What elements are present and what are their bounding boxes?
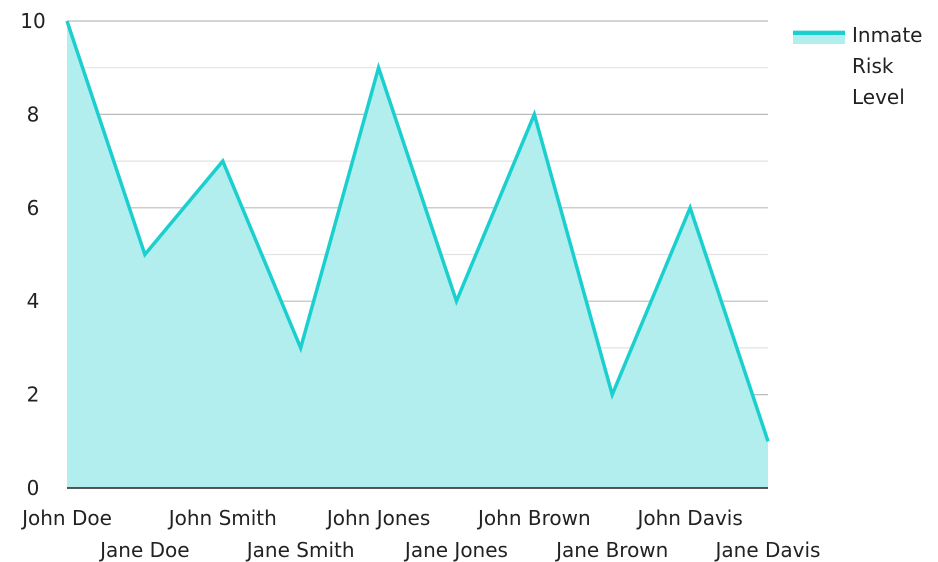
y-tick-label: 6 bbox=[27, 196, 40, 220]
x-tick-label: John Smith bbox=[167, 506, 277, 530]
x-axis-ticks: John Doe Jane Doe John Smith Jane Smith John… bbox=[20, 506, 820, 562]
x-tick-label: Jane Davis bbox=[714, 538, 821, 562]
x-tick-label: John Doe bbox=[20, 506, 112, 530]
y-tick-label: 4 bbox=[27, 289, 40, 313]
x-tick-label: Jane Smith bbox=[245, 538, 355, 562]
x-tick-label: John Brown bbox=[476, 506, 591, 530]
x-tick-label: Jane Brown bbox=[554, 538, 668, 562]
y-tick-label: 8 bbox=[27, 102, 40, 126]
x-tick-label: Jane Doe bbox=[98, 538, 189, 562]
y-tick-label: 10 bbox=[20, 9, 45, 33]
y-tick-label: 0 bbox=[27, 476, 40, 500]
x-tick-label: John Jones bbox=[325, 506, 430, 530]
x-tick-label: John Davis bbox=[635, 506, 742, 530]
legend-label: Inmate Risk Level bbox=[852, 23, 922, 109]
legend: Inmate Risk Level bbox=[793, 23, 922, 109]
x-tick-label: Jane Jones bbox=[403, 538, 508, 562]
y-axis-ticks: 0 2 4 6 8 10 bbox=[20, 9, 45, 500]
y-tick-label: 2 bbox=[27, 383, 40, 407]
